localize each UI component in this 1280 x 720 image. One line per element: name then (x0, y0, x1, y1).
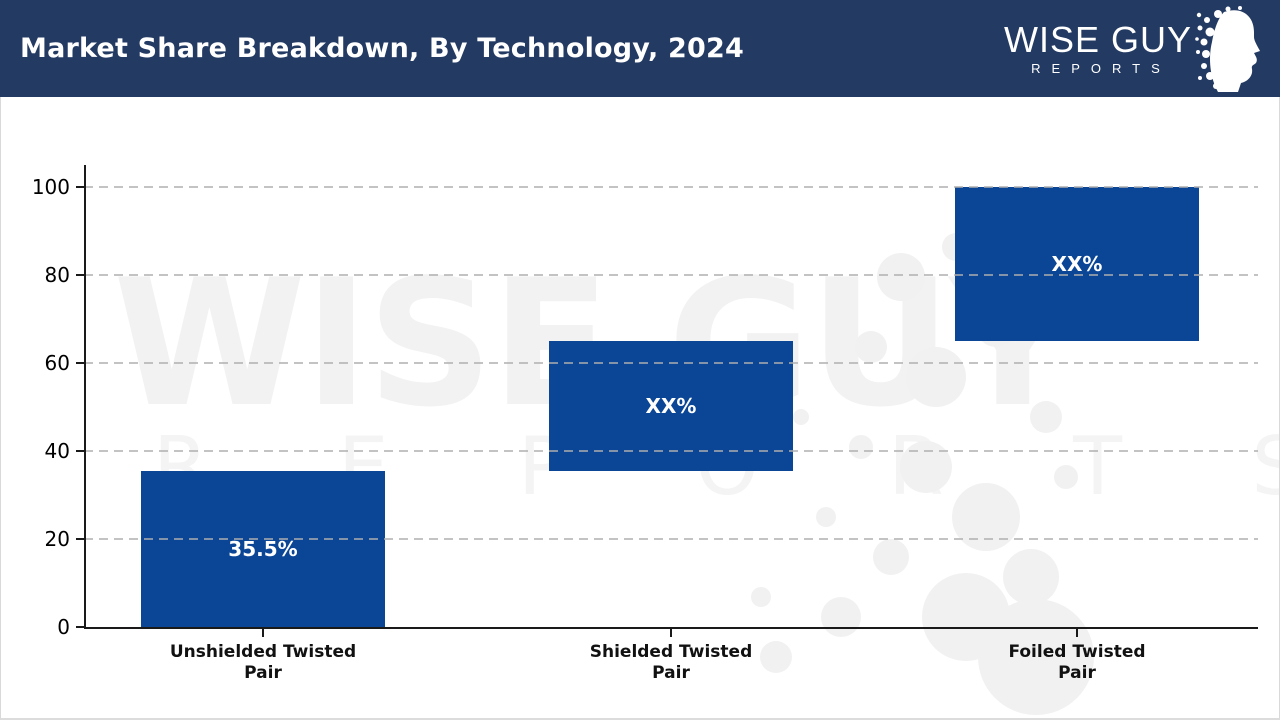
x-tick-mark-3 (1076, 629, 1078, 637)
y-tick-label-100: 100 (31, 175, 70, 199)
y-tick-label-20: 20 (44, 527, 70, 551)
x-axis-line (84, 627, 1258, 629)
bar-value-label-3: XX% (1051, 252, 1103, 276)
y-tick-mark-40 (76, 450, 84, 452)
logo-name-text: WISE GUY (1003, 18, 1192, 60)
y-tick-label-80: 80 (44, 263, 70, 287)
gridline-60 (84, 362, 1258, 364)
y-axis-line (84, 165, 86, 629)
bar-value-label-1: 35.5% (228, 536, 298, 561)
y-tick-mark-100 (76, 186, 84, 188)
gridline-100 (84, 186, 1258, 188)
bar-segment-1 (141, 470, 385, 627)
y-tick-mark-20 (76, 538, 84, 540)
header-banner: Market Share Breakdown, By Technology, 2… (0, 0, 1280, 97)
y-tick-mark-0 (76, 626, 84, 628)
x-tick-mark-2 (670, 629, 672, 637)
y-tick-label-60: 60 (44, 351, 70, 375)
gridline-80 (84, 274, 1258, 276)
logo-wordmark: WISE GUY REPORTS (1003, 18, 1192, 76)
logo-face-icon (1195, 5, 1260, 92)
y-tick-mark-80 (76, 274, 84, 276)
x-category-label-1: Unshielded Twisted Pair (169, 642, 357, 684)
x-category-label-3: Foiled Twisted Pair (1008, 642, 1146, 684)
x-tick-mark-1 (262, 629, 264, 637)
x-category-label-2: Shielded Twisted Pair (589, 642, 753, 684)
y-tick-mark-60 (76, 362, 84, 364)
bar-value-label-2: XX% (645, 393, 697, 418)
y-tick-label-40: 40 (44, 439, 70, 463)
gridline-40 (84, 450, 1258, 452)
bar-segment-3 (955, 187, 1199, 341)
chart-title: Market Share Breakdown, By Technology, 2… (20, 33, 745, 64)
gridline-20 (84, 538, 1258, 540)
brand-logo: WISE GUY REPORTS (1003, 5, 1266, 92)
y-tick-label-0: 0 (57, 615, 70, 639)
logo-subtitle-text: REPORTS (1031, 60, 1171, 76)
